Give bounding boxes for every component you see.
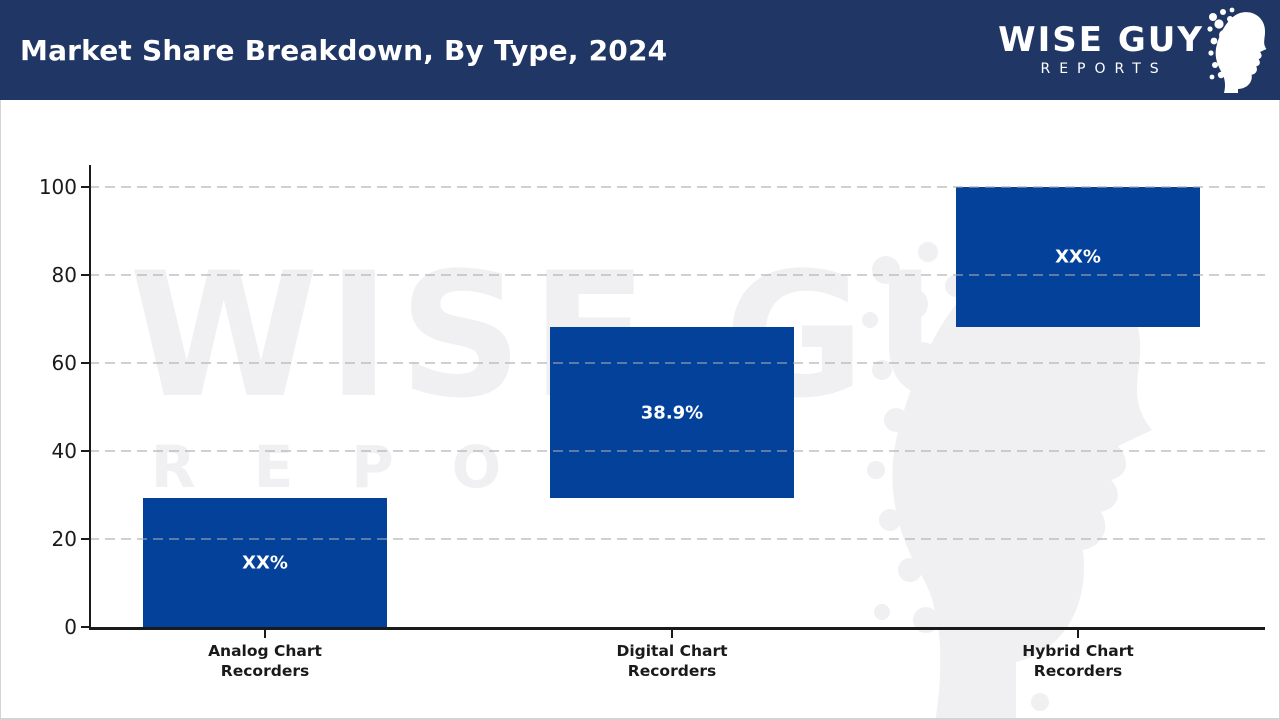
gridline xyxy=(89,274,1265,276)
gridline xyxy=(89,186,1265,188)
y-axis-tick-label: 60 xyxy=(51,351,77,375)
category-label-line: Recorders xyxy=(220,662,310,680)
waterfall-bar-segment xyxy=(956,187,1200,327)
y-axis-tick-label: 100 xyxy=(38,175,77,199)
y-axis-tick xyxy=(81,362,89,364)
y-axis-tick xyxy=(81,450,89,452)
dotted-face-profile-icon xyxy=(1207,7,1267,93)
brand-wordmark: WISE GUY xyxy=(998,20,1204,60)
waterfall-bar-segment xyxy=(550,326,794,499)
category-label: Hybrid Chart Recorders xyxy=(938,641,1218,681)
category-label-line: Hybrid Chart xyxy=(1022,642,1134,660)
bar-value-label: 38.9% xyxy=(640,402,704,423)
x-axis-tick xyxy=(264,630,266,638)
y-axis-tick xyxy=(81,626,89,628)
y-axis-tick xyxy=(81,274,89,276)
x-axis-tick xyxy=(1077,630,1079,638)
gridline xyxy=(89,362,1265,364)
brand-logo-text: WISE GUY REPORTS xyxy=(998,23,1204,77)
category-label-line: Digital Chart xyxy=(616,642,728,660)
y-axis-tick-label: 40 xyxy=(51,439,77,463)
page-title: Market Share Breakdown, By Type, 2024 xyxy=(20,33,668,67)
category-label: Digital Chart Recorders xyxy=(532,641,812,681)
watermark-face-icon xyxy=(862,235,1152,718)
category-label-line: Recorders xyxy=(1033,662,1123,680)
chart-canvas: WISE GUY REPORTS XX%38.9%XX%020406080100… xyxy=(0,100,1280,720)
x-axis-line xyxy=(89,627,1265,630)
category-label: Analog Chart Recorders xyxy=(125,641,405,681)
brand-subtitle: REPORTS xyxy=(1040,61,1168,77)
y-axis-tick-label: 20 xyxy=(51,527,77,551)
category-label-line: Analog Chart xyxy=(208,642,322,660)
waterfall-bar-segment xyxy=(143,498,387,627)
y-axis-tick-label: 0 xyxy=(64,615,77,639)
category-label-line: Recorders xyxy=(627,662,717,680)
y-axis-line xyxy=(89,165,91,630)
bar-value-label: XX% xyxy=(1055,246,1101,268)
gridline xyxy=(89,538,1265,540)
y-axis-tick xyxy=(81,186,89,188)
bar-value-label: XX% xyxy=(242,552,288,574)
y-axis-tick-label: 80 xyxy=(51,263,77,287)
header-bar: Market Share Breakdown, By Type, 2024 WI… xyxy=(0,0,1280,100)
y-axis-tick xyxy=(81,538,89,540)
brand-logo: WISE GUY REPORTS xyxy=(998,7,1270,93)
x-axis-tick xyxy=(671,630,673,638)
gridline xyxy=(89,450,1265,452)
